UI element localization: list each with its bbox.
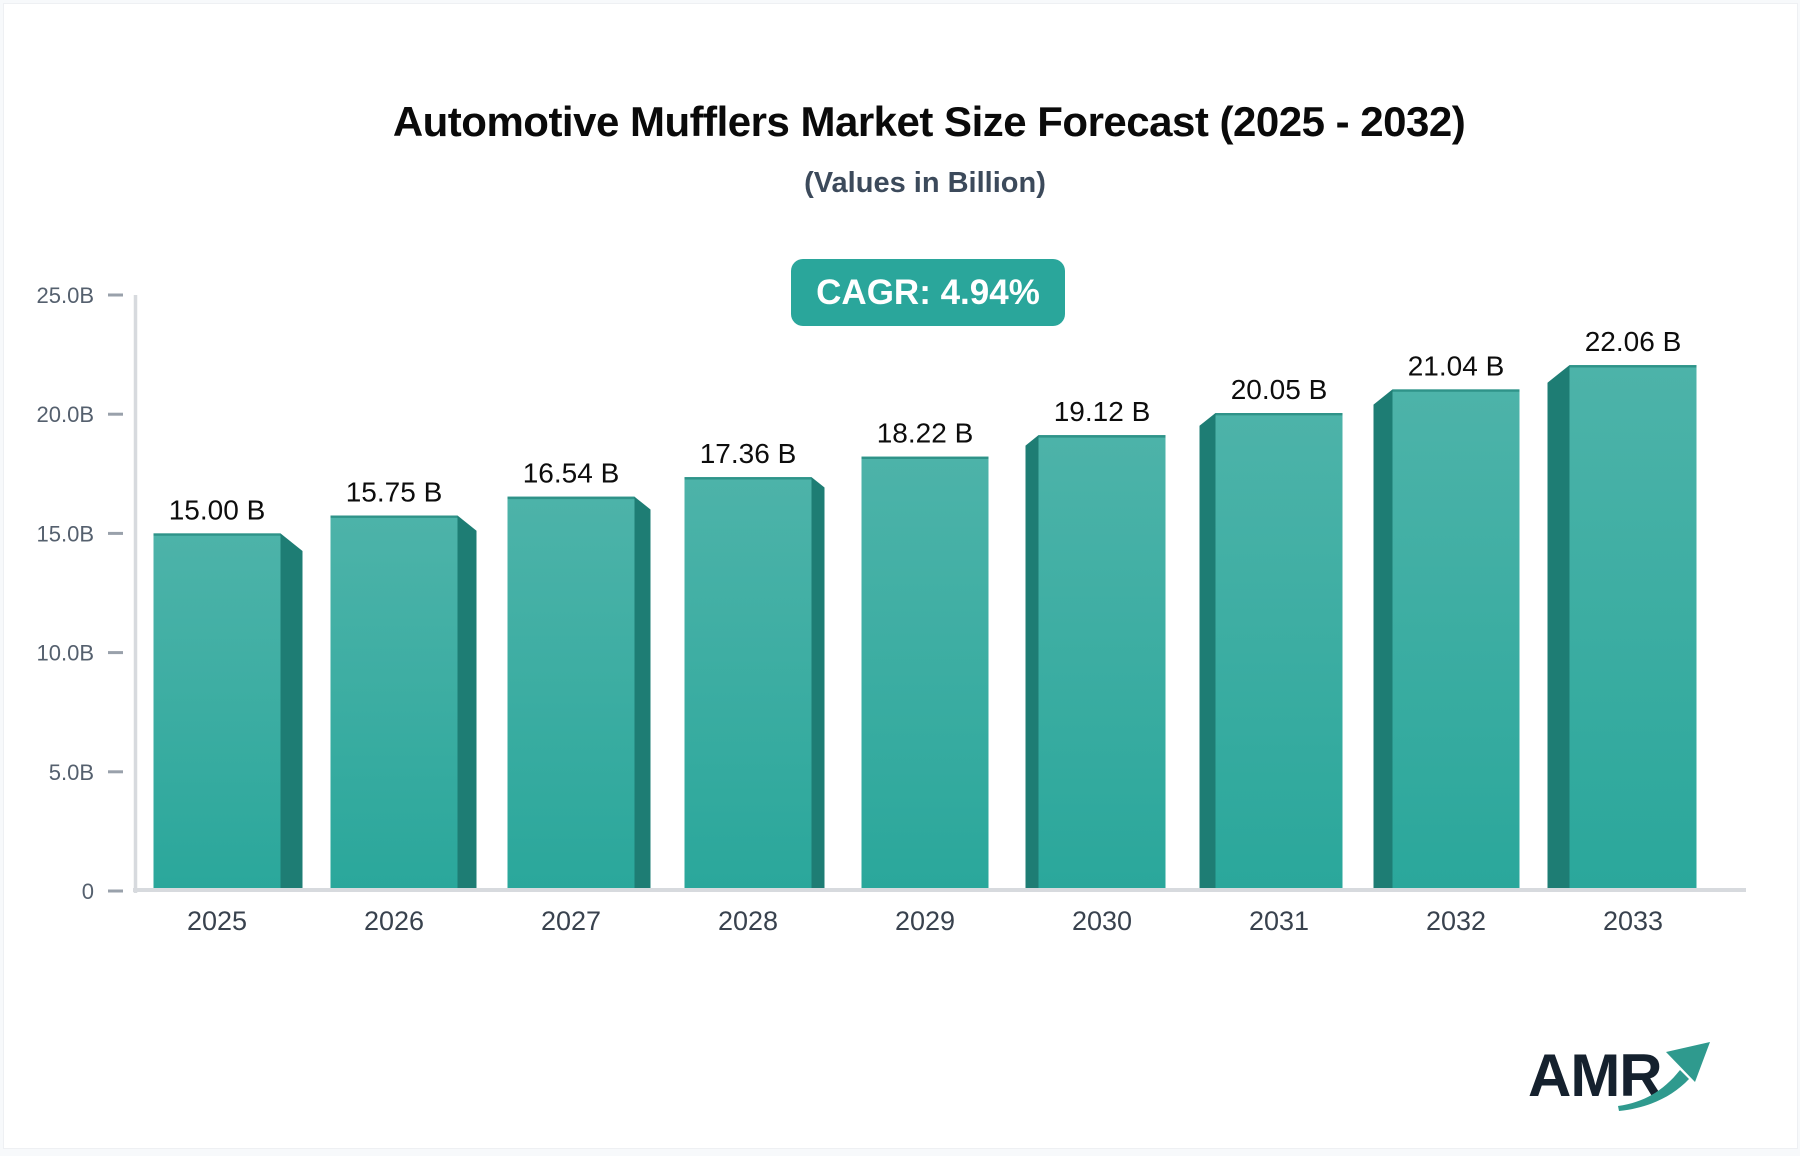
x-axis-label: 2032 [1426,906,1486,936]
amr-logo: AMR [1528,1042,1710,1111]
chart-subtitle: (Values in Billion) [804,167,1046,199]
bar-2031[interactable] [1199,413,1343,891]
chart-title: Automotive Mufflers Market Size Forecast… [392,98,1466,145]
bar-value-label: 17.36 B [700,438,797,469]
y-axis-label: 25.0B [37,283,95,308]
bar-side-face [1373,389,1393,891]
chart-card: Automotive Mufflers Market Size Forecast… [3,3,1798,1149]
bar-value-label: 21.04 B [1408,350,1505,381]
bar-2029[interactable] [861,456,989,891]
x-axis-label: 2026 [364,906,424,936]
bar-2028[interactable] [684,477,825,891]
bar-2030[interactable] [1025,435,1166,891]
bar-front-face [861,456,989,891]
bar-value-label: 18.22 B [877,418,974,449]
bar-front-face [507,496,635,891]
labels-layer: 15.00 B 2025 15.75 B 2026 16.54 B 2027 17.36 B… [169,326,1682,936]
bar-front-face [1215,413,1343,891]
y-axis-label: 10.0B [37,641,95,666]
x-axis-label: 2025 [187,906,247,936]
bar-side-face [457,515,477,891]
y-axis-label: 5.0B [49,760,94,785]
growth-arrow-icon [1618,1042,1710,1111]
y-axis-label: 20.0B [37,402,95,427]
y-axis-label: 0 [82,879,94,904]
bar-front-face [684,477,812,891]
bar-side-face [1199,413,1216,891]
bar-side-face [1025,435,1039,891]
bar-value-label: 15.75 B [346,477,443,508]
x-axis-label: 2031 [1249,906,1309,936]
bar-value-label: 15.00 B [169,494,266,525]
x-axis-label: 2027 [541,906,601,936]
bar-front-face [330,515,458,891]
axis-layer: 0 5.0B 10.0B 15.0B 20.0B 25.0B [37,283,1746,904]
bar-2026[interactable] [330,515,477,891]
bar-side-face [634,496,651,891]
x-axis-label: 2033 [1603,906,1663,936]
bar-side-face [811,477,825,891]
x-axis-label: 2030 [1072,906,1132,936]
bar-value-label: 20.05 B [1231,374,1328,405]
x-axis-label: 2028 [718,906,778,936]
bar-value-label: 16.54 B [523,458,620,489]
bar-side-face [1547,365,1570,891]
bars-layer [153,365,1697,891]
bar-value-label: 19.12 B [1054,396,1151,427]
bar-front-face [1038,435,1166,891]
bar-side-face [280,533,303,891]
y-axis-label: 15.0B [37,521,95,546]
bar-2025[interactable] [153,533,303,891]
bar-front-face [153,533,281,891]
bar-2033[interactable] [1547,365,1697,891]
bar-2032[interactable] [1373,389,1520,891]
bar-value-label: 22.06 B [1585,326,1682,357]
cagr-badge: CAGR: 4.94% [791,259,1065,326]
bar-2027[interactable] [507,496,651,891]
bar-front-face [1392,389,1520,891]
logo-text: AMR [1528,1042,1662,1109]
x-axis-label: 2029 [895,906,955,936]
bar-front-face [1569,365,1697,891]
